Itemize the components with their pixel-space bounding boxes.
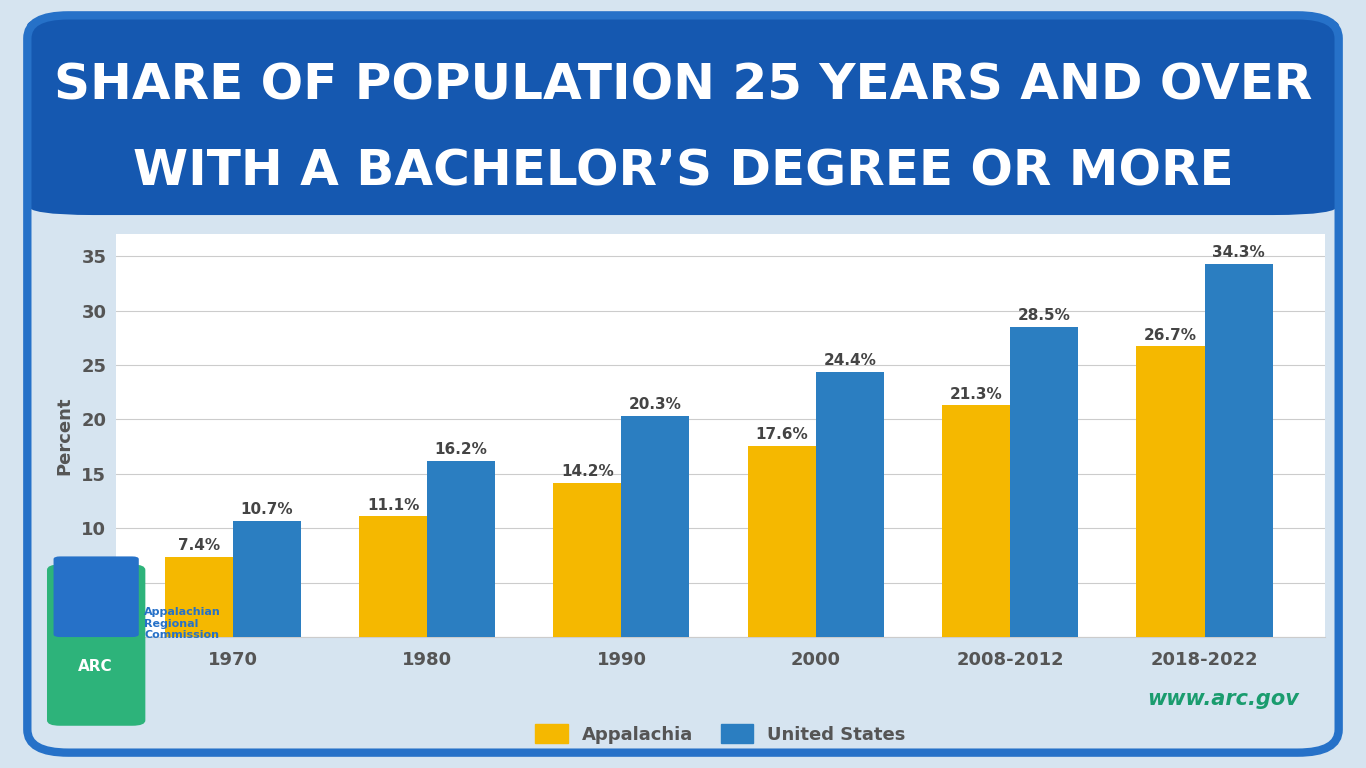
Y-axis label: Percent: Percent (55, 396, 72, 475)
FancyBboxPatch shape (53, 556, 139, 637)
FancyBboxPatch shape (46, 564, 145, 726)
Bar (1137, 346, 1205, 637)
Legend: Appalachia, United States: Appalachia, United States (529, 717, 912, 751)
Text: 16.2%: 16.2% (434, 442, 488, 457)
Bar (359, 516, 428, 637)
Text: WITH A BACHELOR’S DEGREE OR MORE: WITH A BACHELOR’S DEGREE OR MORE (133, 147, 1233, 195)
Text: 24.4%: 24.4% (824, 353, 876, 368)
Bar (428, 461, 494, 637)
Text: ARC: ARC (78, 659, 113, 674)
Bar (232, 521, 301, 637)
Text: 34.3%: 34.3% (1212, 245, 1265, 260)
Text: 10.7%: 10.7% (240, 502, 294, 517)
Bar (553, 483, 622, 637)
Bar (1205, 263, 1273, 637)
Text: Appalachian
Regional
Commission: Appalachian Regional Commission (143, 607, 221, 641)
Text: SHARE OF POPULATION 25 YEARS AND OVER: SHARE OF POPULATION 25 YEARS AND OVER (53, 61, 1313, 109)
Text: 26.7%: 26.7% (1143, 328, 1197, 343)
Text: 17.6%: 17.6% (755, 427, 809, 442)
Text: 28.5%: 28.5% (1018, 308, 1071, 323)
Text: 21.3%: 21.3% (949, 386, 1003, 402)
Text: 14.2%: 14.2% (561, 464, 613, 479)
Bar (165, 557, 232, 637)
Text: 11.1%: 11.1% (367, 498, 419, 513)
FancyBboxPatch shape (27, 15, 1339, 215)
Bar (622, 416, 690, 637)
Text: www.arc.gov: www.arc.gov (1147, 689, 1299, 709)
Bar (1011, 327, 1078, 637)
Text: 20.3%: 20.3% (628, 397, 682, 412)
Bar (816, 372, 884, 637)
Bar (747, 445, 816, 637)
Text: 7.4%: 7.4% (178, 538, 220, 553)
Bar (943, 406, 1011, 637)
